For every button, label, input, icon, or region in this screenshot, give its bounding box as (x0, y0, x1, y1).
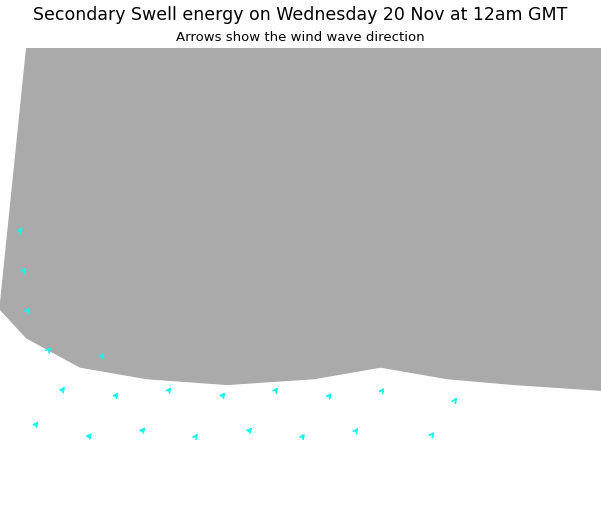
Text: Secondary Swell energy on Wednesday 20 Nov at 12am GMT: Secondary Swell energy on Wednesday 20 N… (33, 6, 568, 25)
Polygon shape (0, 48, 601, 390)
Text: Arrows show the wind wave direction: Arrows show the wind wave direction (176, 31, 425, 44)
